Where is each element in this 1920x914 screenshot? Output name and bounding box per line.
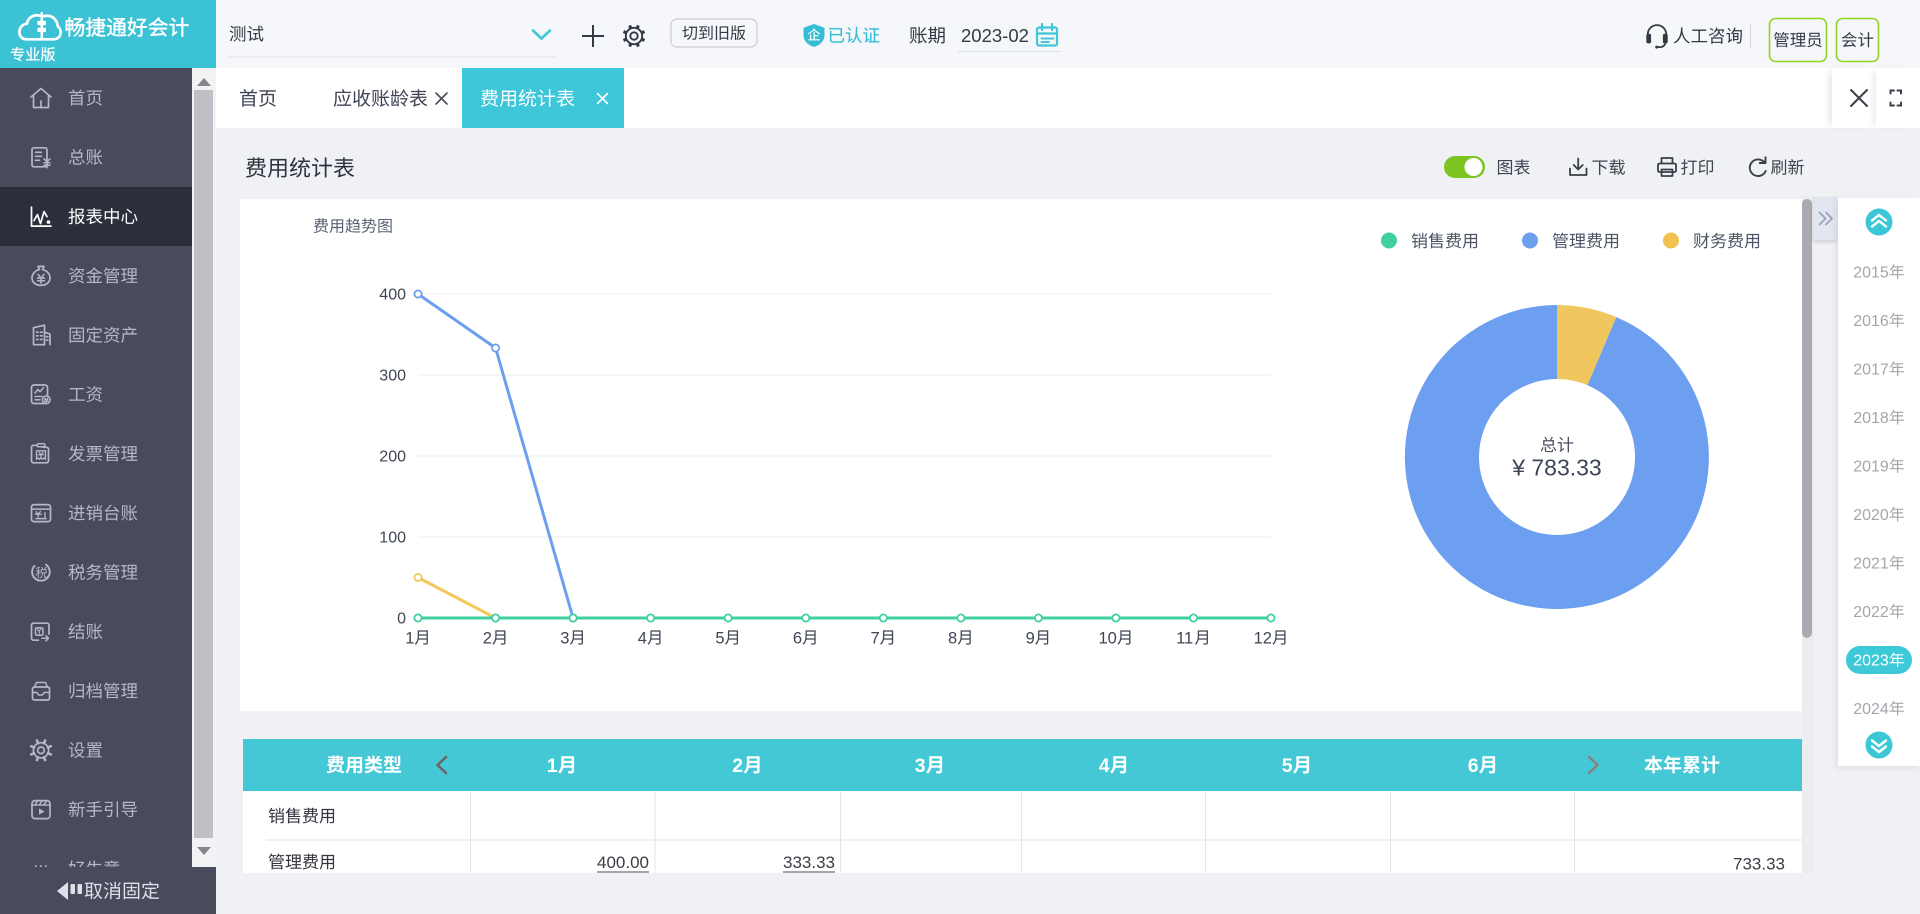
svg-text:¥ 783.33: ¥ 783.33 — [1511, 455, 1602, 481]
svg-text:300: 300 — [379, 368, 406, 385]
svg-text:7: 7 — [871, 629, 880, 647]
svg-text:2024: 2024 — [1853, 701, 1889, 718]
svg-text:4: 4 — [1099, 755, 1110, 777]
svg-text:9: 9 — [1026, 629, 1035, 647]
svg-text:2015: 2015 — [1853, 265, 1889, 282]
svg-text:400: 400 — [379, 287, 406, 304]
svg-text:200: 200 — [379, 449, 406, 466]
svg-text:5: 5 — [1282, 755, 1293, 777]
svg-text:2: 2 — [732, 755, 743, 777]
svg-text:1: 1 — [547, 755, 558, 777]
svg-text:2019: 2019 — [1853, 459, 1889, 476]
svg-text:10: 10 — [1099, 629, 1117, 647]
svg-text:733.33: 733.33 — [1733, 855, 1785, 874]
svg-text:2: 2 — [483, 629, 492, 647]
svg-text:3: 3 — [915, 755, 926, 777]
svg-text:1: 1 — [405, 629, 414, 647]
svg-text:2022: 2022 — [1853, 604, 1889, 621]
svg-text:5: 5 — [715, 629, 724, 647]
svg-text:2018: 2018 — [1853, 410, 1889, 427]
svg-text:333.33: 333.33 — [783, 853, 835, 872]
svg-text:12: 12 — [1254, 629, 1272, 647]
svg-text:2017: 2017 — [1853, 362, 1889, 379]
svg-text:100: 100 — [379, 530, 406, 547]
svg-text:11: 11 — [1176, 629, 1193, 647]
svg-text:6: 6 — [1468, 755, 1479, 777]
svg-text:3: 3 — [560, 629, 569, 647]
svg-text:6: 6 — [793, 629, 802, 647]
svg-text:400.00: 400.00 — [597, 853, 649, 872]
svg-text:4: 4 — [638, 629, 647, 647]
svg-text:2021: 2021 — [1853, 556, 1889, 573]
svg-text:0: 0 — [397, 611, 406, 628]
svg-text:2023-02: 2023-02 — [961, 25, 1029, 46]
svg-text:2023: 2023 — [1853, 653, 1889, 670]
svg-text:8: 8 — [948, 629, 957, 647]
svg-text:2020: 2020 — [1853, 507, 1889, 524]
svg-text:2016: 2016 — [1853, 313, 1889, 330]
